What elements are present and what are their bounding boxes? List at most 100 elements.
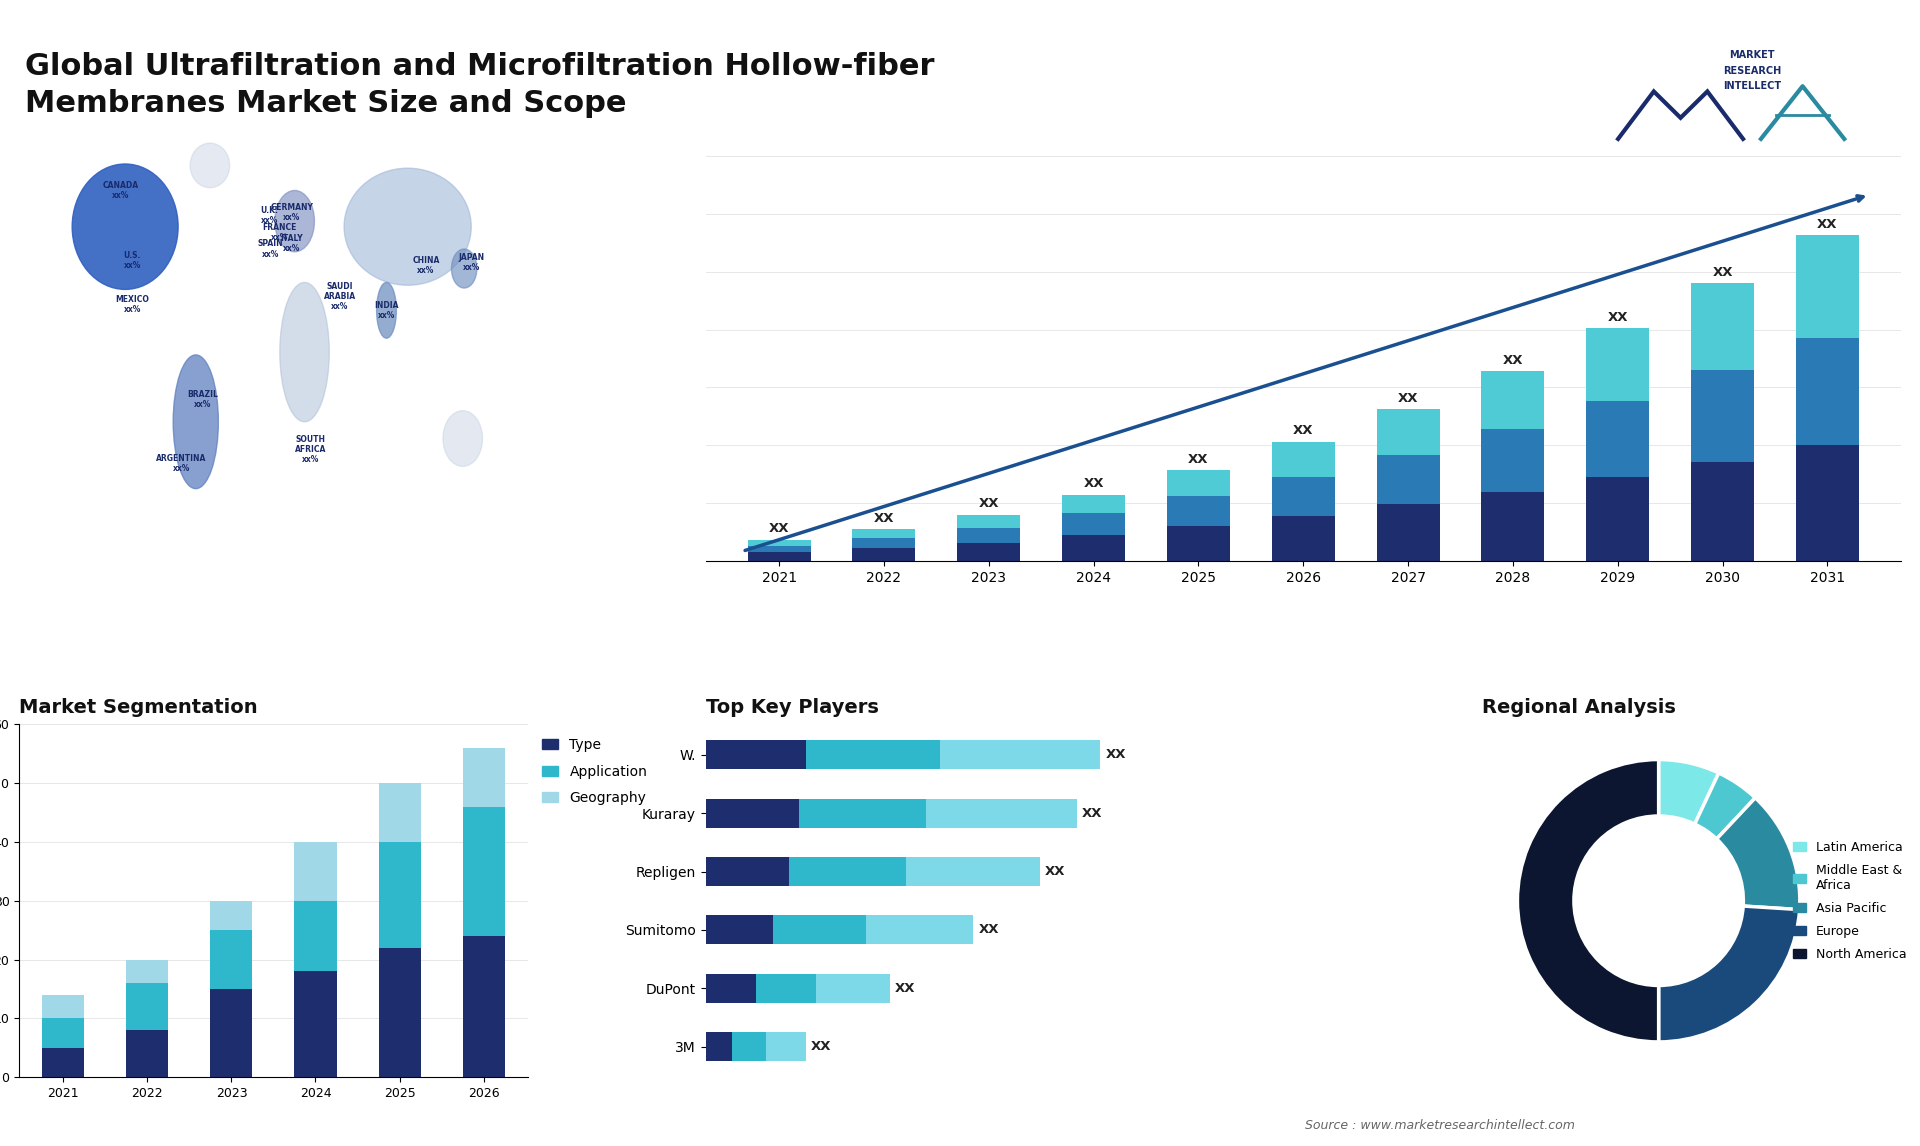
Text: BRAZIL
xx%: BRAZIL xx% [188, 390, 219, 409]
Text: CHINA
xx%: CHINA xx% [413, 257, 440, 275]
Bar [707, 974, 756, 1003]
Text: XX: XX [1816, 218, 1837, 230]
Bar [1062, 495, 1125, 513]
Bar [127, 959, 169, 983]
Ellipse shape [376, 282, 396, 338]
Bar [1482, 371, 1544, 429]
Bar [1271, 477, 1334, 516]
Bar [294, 901, 336, 972]
Bar [747, 552, 810, 562]
Text: FRANCE
xx%: FRANCE xx% [261, 222, 296, 242]
Bar [463, 936, 505, 1077]
Text: XX: XX [979, 497, 998, 510]
Bar [42, 1047, 84, 1077]
Bar [1062, 535, 1125, 562]
Bar [852, 549, 916, 562]
Ellipse shape [280, 282, 328, 422]
Ellipse shape [190, 143, 230, 188]
Bar [1586, 329, 1649, 401]
Bar [866, 916, 973, 944]
Ellipse shape [444, 410, 482, 466]
Ellipse shape [451, 249, 476, 288]
Text: XX: XX [1292, 424, 1313, 438]
Bar [1482, 429, 1544, 492]
Text: SAUDI
ARABIA
xx%: SAUDI ARABIA xx% [324, 282, 355, 311]
Text: U.K.
xx%: U.K. xx% [261, 206, 278, 225]
Text: Regional Analysis: Regional Analysis [1482, 698, 1676, 717]
Bar [463, 807, 505, 936]
Bar [1482, 492, 1544, 562]
Text: CANADA
xx%: CANADA xx% [104, 181, 138, 201]
Bar [1586, 401, 1649, 477]
Text: SOUTH
AFRICA
xx%: SOUTH AFRICA xx% [294, 435, 326, 464]
Text: XX: XX [1083, 477, 1104, 490]
Ellipse shape [173, 355, 219, 488]
Bar [211, 901, 252, 931]
Text: JAPAN
xx%: JAPAN xx% [459, 253, 484, 273]
Bar [463, 747, 505, 807]
Bar [294, 842, 336, 901]
Bar [1062, 513, 1125, 535]
Bar [211, 989, 252, 1077]
Bar [707, 916, 772, 944]
Bar [747, 540, 810, 545]
Ellipse shape [344, 168, 470, 285]
Bar [707, 740, 806, 769]
Text: SPAIN
xx%: SPAIN xx% [257, 240, 284, 259]
Bar [733, 1033, 766, 1061]
Text: ARGENTINA
xx%: ARGENTINA xx% [156, 454, 207, 473]
Text: Top Key Players: Top Key Players [707, 698, 879, 717]
Text: XX: XX [895, 982, 916, 995]
Bar [127, 983, 169, 1030]
Bar [1377, 504, 1440, 562]
Bar [378, 783, 420, 842]
Bar [958, 542, 1020, 562]
Text: Market Segmentation: Market Segmentation [19, 698, 257, 717]
Text: INDIA
xx%: INDIA xx% [374, 300, 399, 320]
Text: XX: XX [874, 511, 895, 525]
Bar [789, 857, 906, 886]
Bar [1795, 338, 1859, 446]
Text: ITALY
xx%: ITALY xx% [280, 234, 303, 253]
Bar [906, 857, 1041, 886]
Text: XX: XX [1607, 311, 1628, 324]
Bar [42, 995, 84, 1019]
Text: Source : www.marketresearchintellect.com: Source : www.marketresearchintellect.com [1306, 1120, 1574, 1132]
Bar [806, 740, 939, 769]
Bar [852, 529, 916, 537]
Text: GERMANY
xx%: GERMANY xx% [271, 203, 313, 222]
Bar [927, 799, 1077, 827]
Text: INTELLECT: INTELLECT [1722, 81, 1782, 92]
Bar [294, 972, 336, 1077]
Wedge shape [1517, 760, 1659, 1042]
Bar [1167, 526, 1231, 562]
Text: XX: XX [810, 1041, 831, 1053]
Bar [1167, 470, 1231, 496]
Legend: Type, Application, Geography: Type, Application, Geography [534, 731, 655, 813]
Bar [1377, 455, 1440, 504]
Bar [707, 799, 799, 827]
Wedge shape [1659, 760, 1718, 824]
Bar [1692, 283, 1755, 370]
Bar [1271, 442, 1334, 477]
Bar [1586, 477, 1649, 562]
Bar [707, 857, 789, 886]
Text: XX: XX [1044, 865, 1066, 878]
Bar [799, 799, 927, 827]
Ellipse shape [73, 164, 179, 290]
Bar [1795, 235, 1859, 338]
Bar [1271, 516, 1334, 562]
Text: XX: XX [1503, 354, 1523, 367]
Text: XX: XX [768, 523, 789, 535]
Text: MARKET: MARKET [1730, 49, 1774, 60]
Bar [939, 740, 1100, 769]
Text: XX: XX [979, 924, 998, 936]
Bar [852, 537, 916, 549]
Legend: Latin America, Middle East &
Africa, Asia Pacific, Europe, North America: Latin America, Middle East & Africa, Asi… [1788, 835, 1912, 966]
Bar [1377, 409, 1440, 455]
Bar [1795, 446, 1859, 562]
Bar [707, 1033, 733, 1061]
Ellipse shape [275, 190, 315, 252]
Bar [1167, 496, 1231, 526]
Bar [211, 931, 252, 989]
